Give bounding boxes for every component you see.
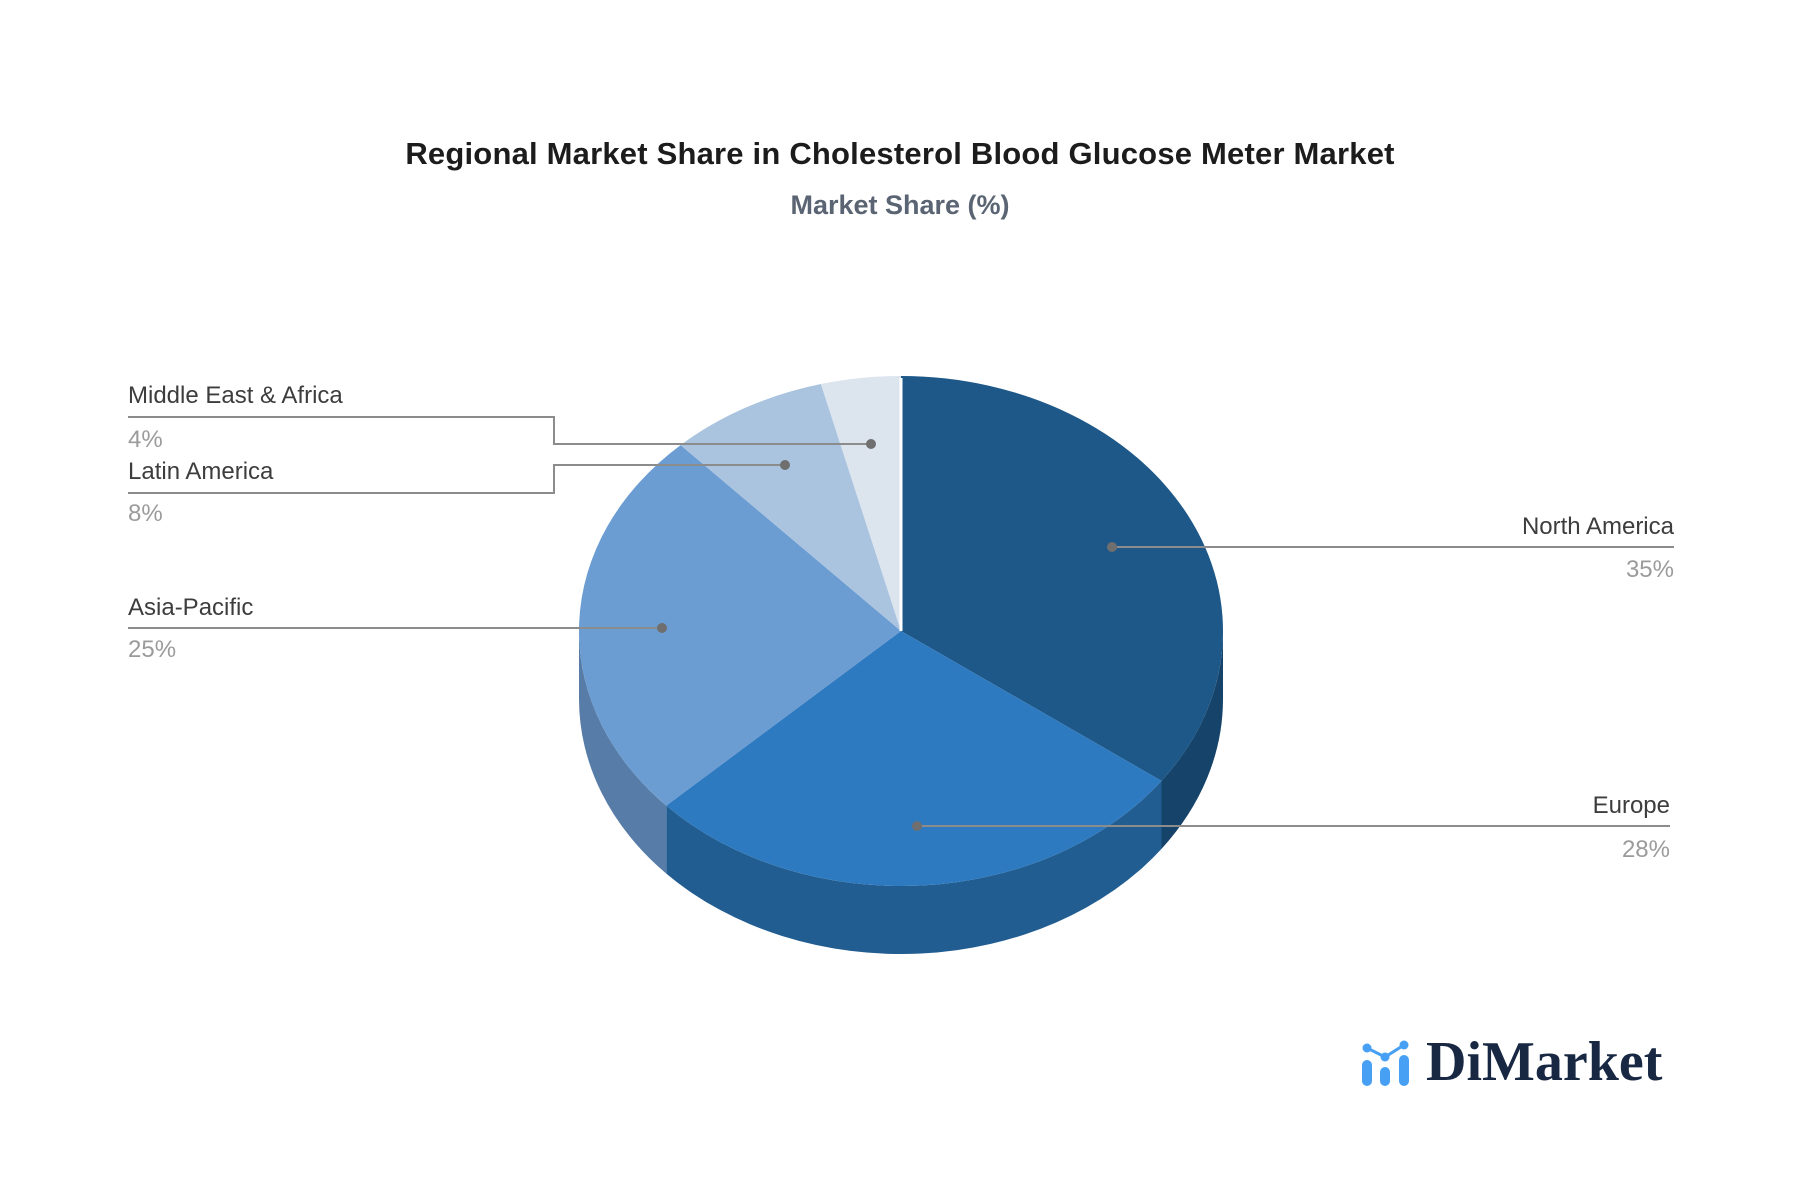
label-north-america: North America: [1521, 513, 1674, 540]
pct-latin-america: 8%: [128, 500, 163, 527]
brand-logo: DiMarket: [1360, 1031, 1663, 1093]
bar-chart-icon: [1362, 1040, 1409, 1086]
label-europe: Europe: [1592, 792, 1670, 819]
leader-dots: [657, 439, 1117, 831]
leader-line-latin-america: [128, 464, 785, 494]
pct-middle-east-africa: 4%: [128, 426, 163, 453]
pct-north-america: 35%: [1625, 556, 1674, 583]
leader-dot-middle-east-africa: [866, 439, 876, 449]
label-latin-america: Latin America: [128, 458, 274, 485]
leader-dot-asia-pacific: [657, 623, 667, 633]
label-middle-east-africa: Middle East & Africa: [128, 382, 343, 409]
chart-subtitle: Market Share (%): [790, 190, 1010, 220]
pie-3d: [578, 376, 1224, 955]
pct-asia-pacific: 25%: [128, 636, 177, 663]
brand-name: DiMarket: [1426, 1031, 1663, 1093]
page-title: Regional Market Share in Cholesterol Blo…: [405, 136, 1395, 171]
leader-line-middle-east-africa: [128, 416, 871, 445]
pct-europe: 28%: [1621, 836, 1670, 863]
leader-lines: [128, 416, 1674, 827]
leader-dot-europe: [912, 821, 922, 831]
label-asia-pacific: Asia-Pacific: [128, 594, 254, 621]
leader-dot-latin-america: [780, 460, 790, 470]
leader-dot-north-america: [1107, 542, 1117, 552]
